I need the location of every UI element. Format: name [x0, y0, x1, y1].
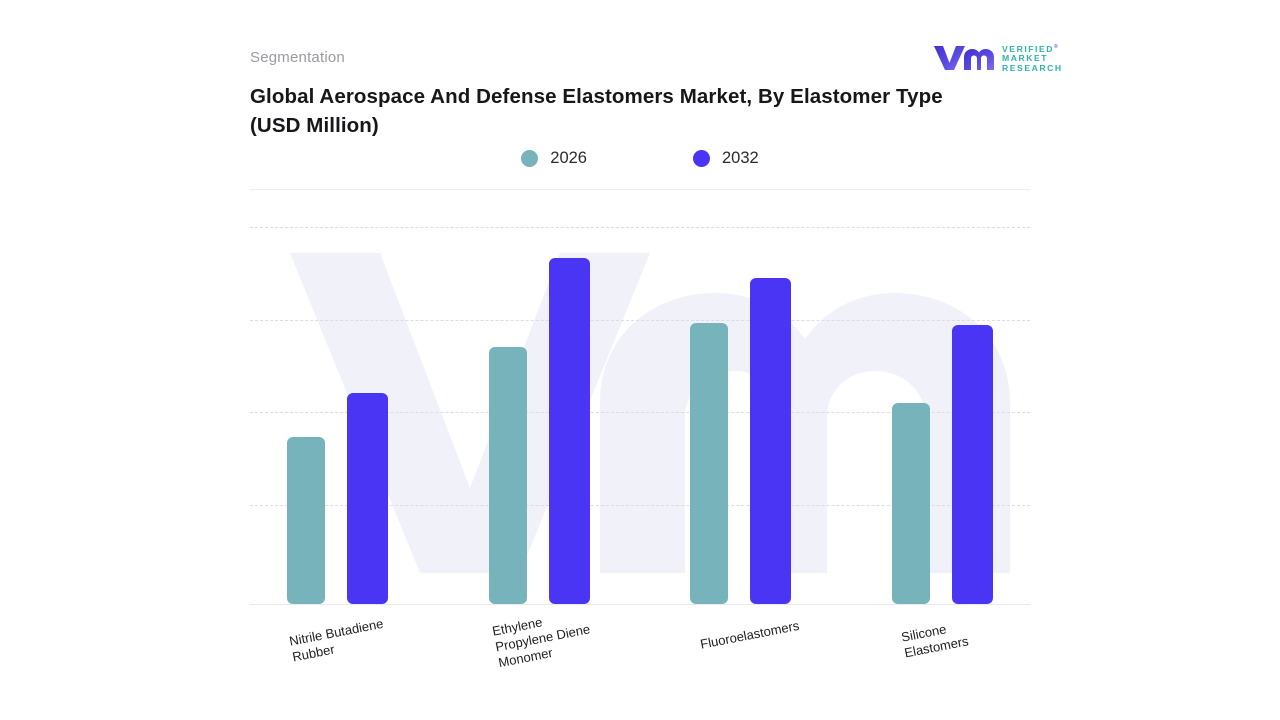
- x-axis-label-fluoroelastomers: Fluoroelastomers: [699, 617, 801, 652]
- logo-word-research: RESEARCH: [1002, 62, 1063, 73]
- x-axis-label-nitrile-butadiene-rubber: Nitrile Butadiene Rubber: [288, 615, 385, 665]
- x-axis-label-silicone-elastomers: Silicone Elastomers: [900, 621, 970, 661]
- bar-2026-ethylene-propylene-diene-monomer[interactable]: [489, 347, 527, 604]
- logo-word-market: MARKET: [1002, 53, 1049, 64]
- legend-swatch-icon: [693, 150, 710, 167]
- bar-2026-silicone-elastomers[interactable]: [892, 403, 930, 604]
- bar-2032-fluoroelastomers[interactable]: [750, 278, 791, 604]
- chart-legend: 2026 2032: [250, 149, 1030, 168]
- segmentation-kicker: Segmentation: [250, 49, 345, 66]
- bar-2026-fluoroelastomers[interactable]: [690, 323, 728, 604]
- logo-word-verified: VERIFIED®: [1002, 43, 1058, 54]
- page-title-line-2: (USD Million): [250, 114, 379, 137]
- gridline: [250, 319, 1030, 321]
- logo-wordmark: VERIFIED® MARKET RESEARCH: [1002, 42, 1063, 73]
- legend-item-2032[interactable]: 2032: [693, 149, 759, 168]
- x-axis-labels: Nitrile Butadiene Rubber Ethylene Propyl…: [250, 612, 1030, 712]
- gridline: [250, 504, 1030, 506]
- legend-label: 2032: [722, 149, 759, 167]
- plot-area: [250, 200, 1030, 620]
- bar-chart: [250, 200, 1030, 620]
- page-title: Global Aerospace And Defense Elastomers …: [250, 82, 1040, 140]
- legend-label: 2026: [550, 149, 587, 167]
- bar-2026-nitrile-butadiene-rubber[interactable]: [287, 437, 325, 604]
- bar-2032-silicone-elastomers[interactable]: [952, 325, 993, 604]
- header-divider: [250, 189, 1030, 190]
- page-title-line-1: Global Aerospace And Defense Elastomers …: [250, 85, 943, 108]
- gridline: [250, 412, 1030, 413]
- x-axis-baseline: [250, 604, 1030, 605]
- bar-series-container: [250, 200, 1030, 620]
- legend-swatch-icon: [521, 150, 539, 167]
- gridline: [250, 227, 1030, 228]
- bar-2032-nitrile-butadiene-rubber[interactable]: [347, 393, 388, 604]
- x-axis-label-ethylene-propylene-diene-monomer: Ethylene Propylene Diene Monomer: [491, 614, 592, 671]
- legend-item-2026[interactable]: 2026: [521, 149, 587, 168]
- vm-logo-icon: [934, 45, 994, 70]
- verified-market-research-logo: VERIFIED® MARKET RESEARCH: [933, 42, 1063, 73]
- bar-2032-ethylene-propylene-diene-monomer[interactable]: [549, 258, 590, 604]
